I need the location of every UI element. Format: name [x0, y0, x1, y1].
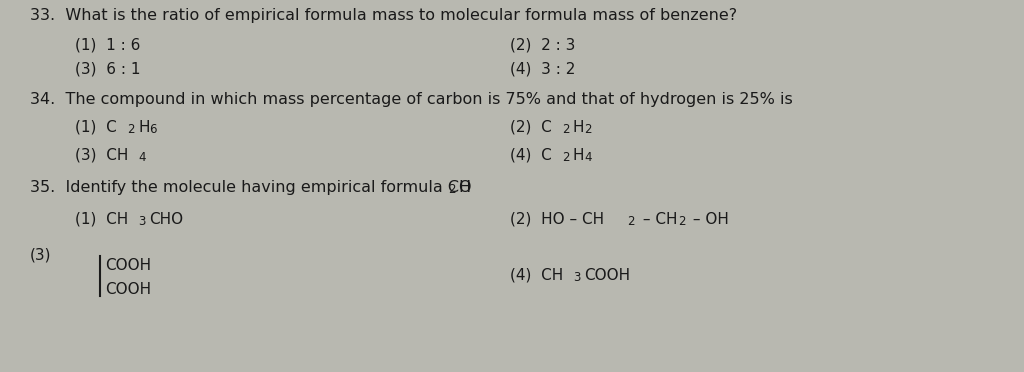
Text: (4)  3 : 2: (4) 3 : 2	[510, 62, 575, 77]
Text: (1)  CH: (1) CH	[75, 212, 128, 227]
Text: 2: 2	[562, 151, 569, 164]
Text: 2: 2	[584, 123, 592, 136]
Text: 6: 6	[150, 123, 157, 136]
Text: COOH: COOH	[584, 268, 630, 283]
Text: (2)  2 : 3: (2) 2 : 3	[510, 38, 575, 53]
Text: (3)  CH: (3) CH	[75, 148, 128, 163]
Text: 3: 3	[573, 271, 581, 284]
Text: (4)  C: (4) C	[510, 148, 552, 163]
Text: H: H	[138, 120, 150, 135]
Text: H: H	[573, 120, 585, 135]
Text: 35.  Identify the molecule having empirical formula CH: 35. Identify the molecule having empiric…	[30, 180, 471, 195]
Text: 4: 4	[138, 151, 145, 164]
Text: 2: 2	[127, 123, 134, 136]
Text: (3)  6 : 1: (3) 6 : 1	[75, 62, 140, 77]
Text: (1)  C: (1) C	[75, 120, 117, 135]
Text: H: H	[573, 148, 585, 163]
Text: 3: 3	[138, 215, 145, 228]
Text: (4)  CH: (4) CH	[510, 268, 563, 283]
Text: (3): (3)	[30, 248, 51, 263]
Text: (2)  C: (2) C	[510, 120, 552, 135]
Text: 2: 2	[562, 123, 569, 136]
Text: – OH: – OH	[688, 212, 729, 227]
Text: (2)  HO – CH: (2) HO – CH	[510, 212, 604, 227]
Text: COOH: COOH	[105, 258, 152, 273]
Text: 2: 2	[449, 183, 456, 196]
Text: 2: 2	[627, 215, 635, 228]
Text: 2: 2	[678, 215, 685, 228]
Text: 33.  What is the ratio of empirical formula mass to molecular formula mass of be: 33. What is the ratio of empirical formu…	[30, 8, 737, 23]
Text: 34.  The compound in which mass percentage of carbon is 75% and that of hydrogen: 34. The compound in which mass percentag…	[30, 92, 793, 107]
Text: (1)  1 : 6: (1) 1 : 6	[75, 38, 140, 53]
Text: CHO: CHO	[150, 212, 183, 227]
Text: 4: 4	[584, 151, 592, 164]
Text: COOH: COOH	[105, 282, 152, 297]
Text: – CH: – CH	[638, 212, 678, 227]
Text: O: O	[458, 180, 470, 195]
